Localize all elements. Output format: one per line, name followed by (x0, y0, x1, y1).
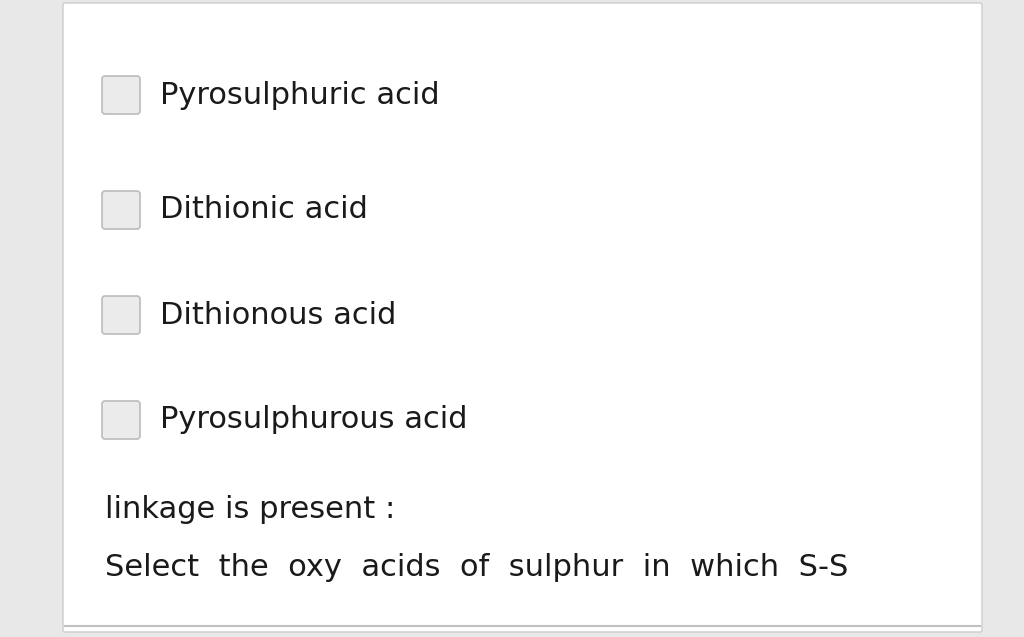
Text: Dithionous acid: Dithionous acid (160, 301, 396, 329)
Text: Pyrosulphurous acid: Pyrosulphurous acid (160, 406, 468, 434)
FancyBboxPatch shape (102, 296, 140, 334)
FancyBboxPatch shape (102, 191, 140, 229)
Text: Dithionic acid: Dithionic acid (160, 196, 368, 224)
FancyBboxPatch shape (102, 401, 140, 439)
Text: Select  the  oxy  acids  of  sulphur  in  which  S-S: Select the oxy acids of sulphur in which… (105, 554, 848, 582)
FancyBboxPatch shape (63, 3, 982, 632)
Text: linkage is present :: linkage is present : (105, 496, 395, 524)
Text: Pyrosulphuric acid: Pyrosulphuric acid (160, 80, 439, 110)
FancyBboxPatch shape (102, 76, 140, 114)
